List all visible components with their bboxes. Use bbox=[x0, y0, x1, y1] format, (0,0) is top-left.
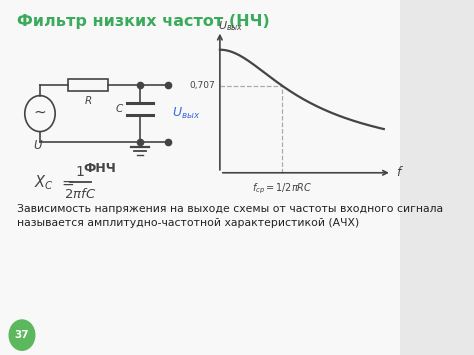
Text: f: f bbox=[396, 166, 400, 179]
Text: $=$: $=$ bbox=[59, 175, 75, 190]
Text: 0,707: 0,707 bbox=[189, 81, 215, 90]
FancyBboxPatch shape bbox=[0, 0, 402, 355]
Text: 37: 37 bbox=[15, 330, 29, 340]
Text: U: U bbox=[34, 139, 42, 152]
Text: $U_{вых}$: $U_{вых}$ bbox=[218, 19, 244, 33]
Text: $f_{cp}=1/2\pi RC$: $f_{cp}=1/2\pi RC$ bbox=[252, 181, 312, 196]
Text: R: R bbox=[84, 95, 91, 106]
Bar bbox=[68, 79, 108, 91]
Text: $X_C$: $X_C$ bbox=[34, 173, 54, 192]
Circle shape bbox=[9, 320, 35, 350]
Text: Зависимость напряжения на выходе схемы от частоты входного сигнала
называется ам: Зависимость напряжения на выходе схемы о… bbox=[17, 204, 443, 229]
Text: $1$: $1$ bbox=[75, 165, 85, 179]
Text: $2\pi fC$: $2\pi fC$ bbox=[64, 187, 97, 201]
Text: C: C bbox=[115, 104, 122, 114]
Text: Фильтр низких частот (НЧ): Фильтр низких частот (НЧ) bbox=[17, 14, 270, 29]
Text: $U_{вых}$: $U_{вых}$ bbox=[172, 106, 201, 121]
Text: ~: ~ bbox=[34, 104, 46, 119]
Text: ФНЧ: ФНЧ bbox=[83, 162, 116, 175]
